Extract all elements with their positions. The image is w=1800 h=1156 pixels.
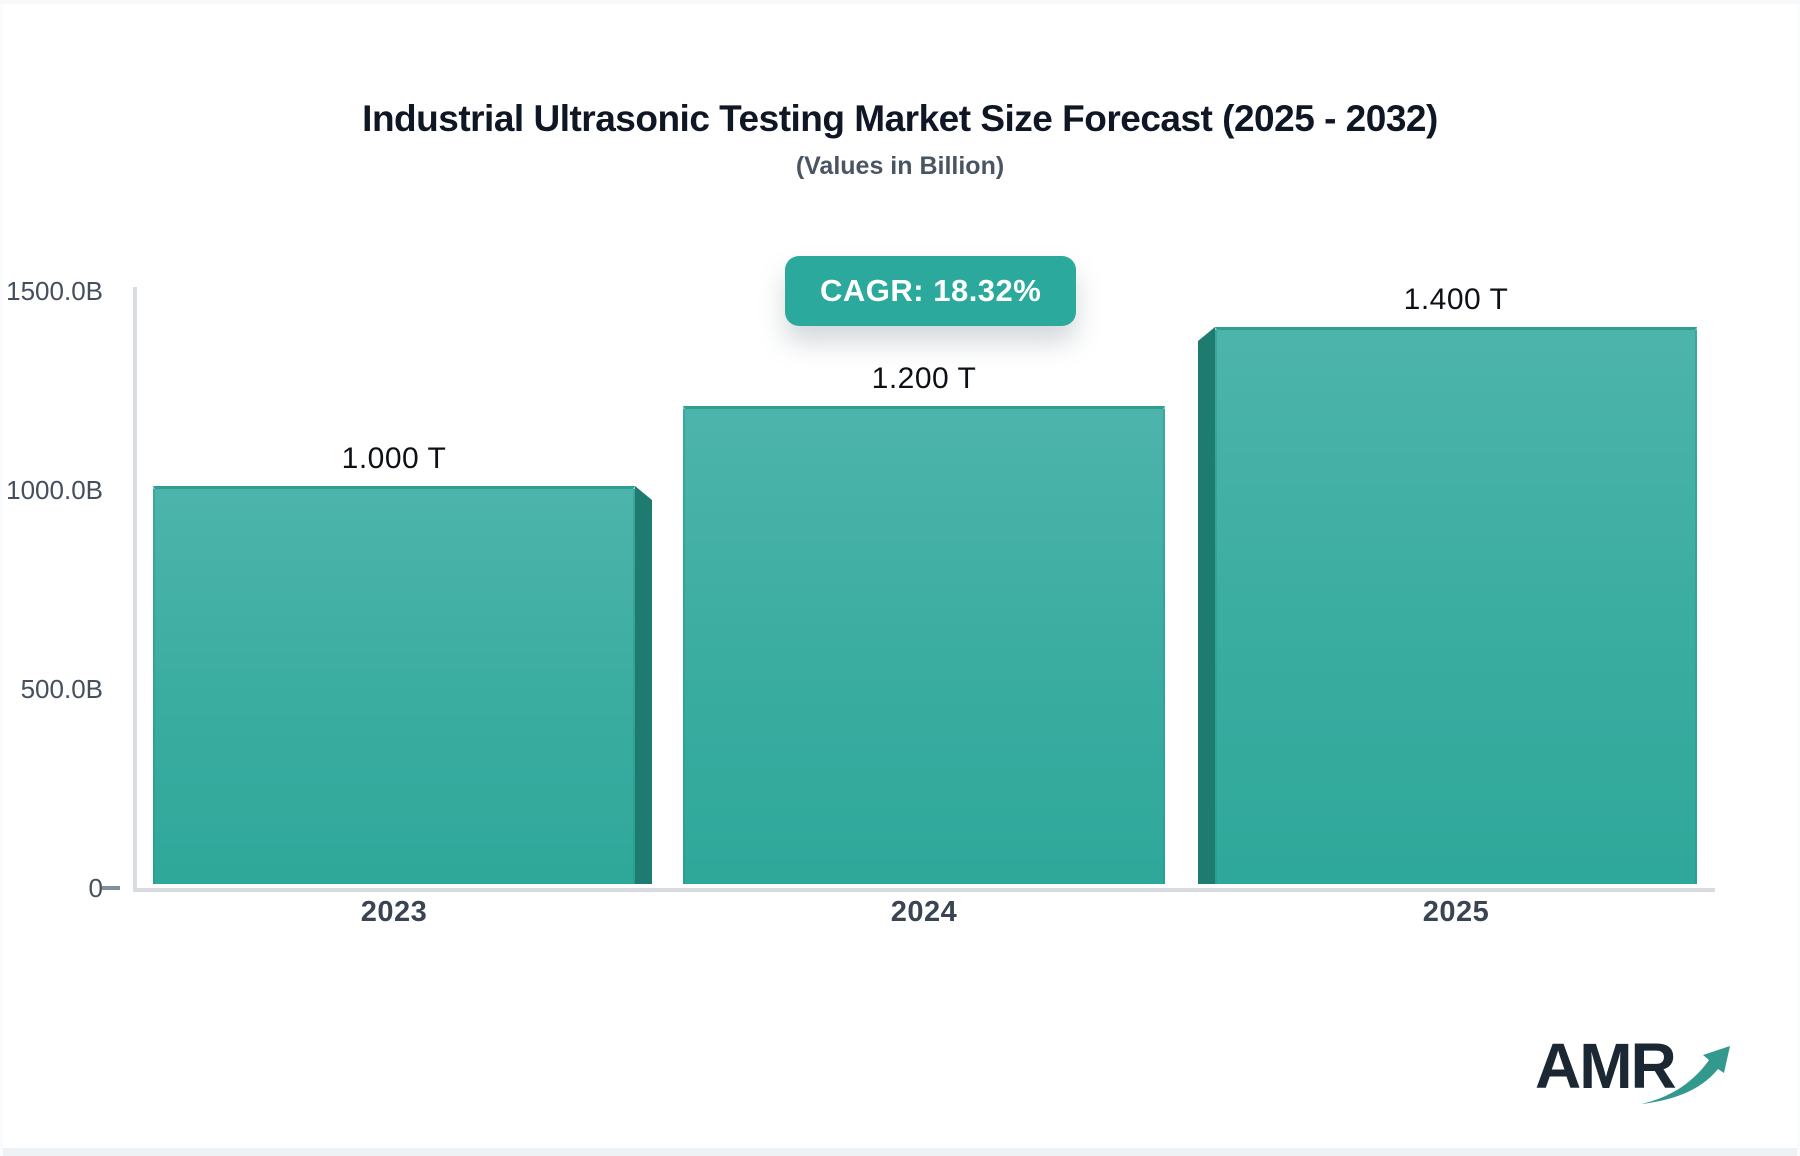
x-axis-label-2024: 2024 [890, 896, 958, 928]
bar-2024-value-label: 1.200 T [871, 362, 977, 395]
x-axis-line [133, 888, 1715, 892]
bar-2023-side-bevel [635, 486, 652, 884]
amr-logo: AMR [1535, 1034, 1735, 1108]
y-axis-tick-500: 500.0B [20, 674, 103, 704]
chart-subtitle: (Values in Billion) [795, 152, 1005, 180]
bottom-border-strip [3, 1148, 1797, 1156]
y-axis-tick-1500: 1500.0B [6, 276, 103, 306]
cagr-badge-label: CAGR: 18.32% [820, 273, 1042, 308]
chart-title: Industrial Ultrasonic Testing Market Siz… [362, 98, 1438, 139]
cagr-badge: CAGR: 18.32% [785, 256, 1077, 326]
y-axis-tick-1000: 1000.0B [6, 475, 103, 505]
x-axis-label-2023: 2023 [360, 896, 428, 928]
amr-logo-arrow-icon [1640, 1046, 1730, 1104]
y-axis-tick-0: 0 [88, 873, 103, 903]
x-axis-label-2025: 2025 [1422, 896, 1490, 928]
amr-logo-text: AMR [1535, 1030, 1677, 1102]
bar-2025-side-bevel [1198, 327, 1215, 884]
bar-2025: 1.400 T 2025 [1198, 283, 1697, 928]
bar-2023-value-label: 1.000 T [341, 442, 447, 475]
bar-2023: 1.000 T 2023 [153, 442, 652, 928]
zero-tick-mark [102, 886, 120, 890]
bar-2025-value-label: 1.400 T [1403, 283, 1509, 316]
y-axis-line [133, 287, 137, 892]
bar-2024: 1.200 T 2024 [683, 362, 1165, 928]
